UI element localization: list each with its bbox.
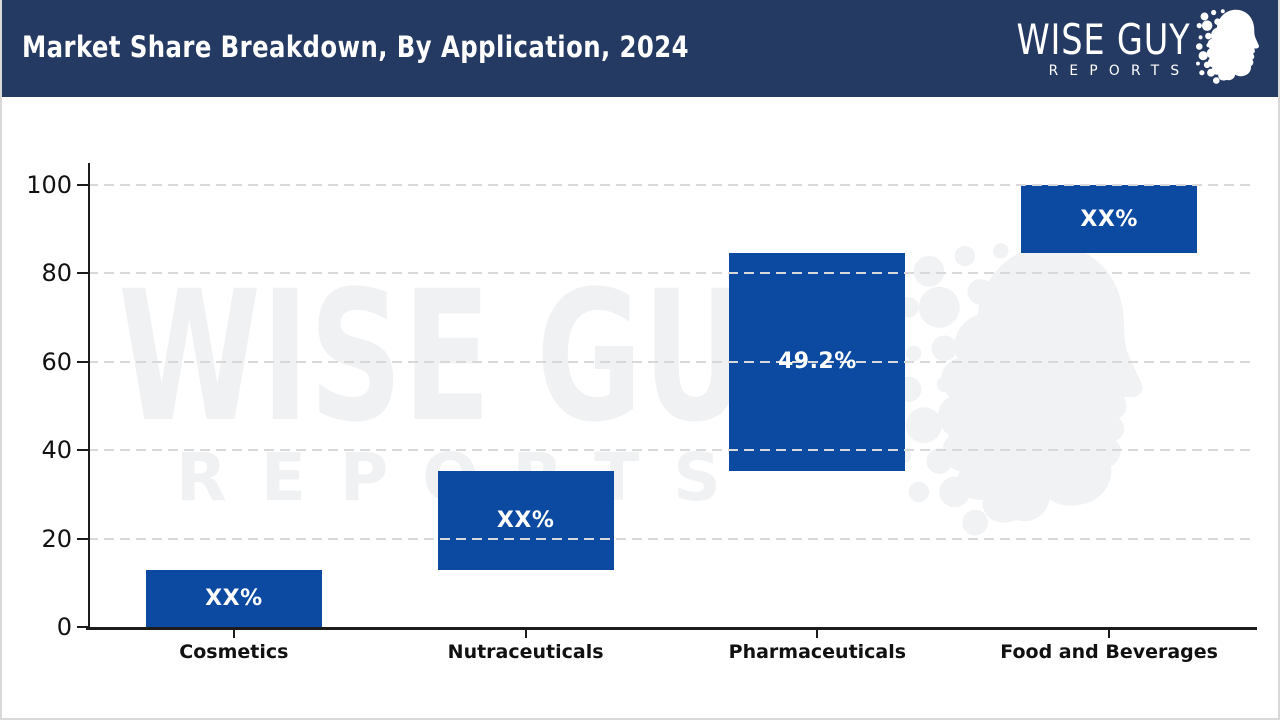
y-tick-label: 100	[26, 171, 72, 199]
watermark-wordmark: WISE GUY	[118, 253, 842, 462]
gridline-y-60	[88, 360, 1255, 363]
bar-cosmetics	[145, 569, 322, 627]
y-tick-mark	[77, 272, 88, 275]
bar-value-label: XX%	[1080, 206, 1138, 232]
y-tick-label: 0	[56, 613, 72, 641]
y-tick-mark	[77, 360, 88, 363]
bar-value-label: XX%	[496, 507, 555, 533]
wiseguy-logo: WISE GUY REPORTS	[973, 6, 1266, 91]
logo-wordmark: WISE GUY	[1016, 15, 1190, 64]
y-tick-mark	[77, 184, 88, 186]
y-tick-label: 40	[41, 436, 72, 465]
x-tick-label: Cosmetics	[179, 641, 289, 663]
y-tick-mark	[77, 626, 88, 628]
bar-value-label: XX%	[205, 585, 263, 611]
y-tick-label: 60	[41, 347, 72, 376]
gridline-y-40	[88, 449, 1255, 452]
y-tick-mark	[77, 449, 88, 452]
gridline-y-20	[88, 537, 1255, 540]
header-bar: Market Share Breakdown, By Application, …	[2, 0, 1278, 97]
x-tick-mark	[816, 630, 819, 638]
bar-nutraceuticals	[437, 470, 614, 570]
x-tick-mark	[1108, 630, 1111, 638]
watermark-head-icon	[895, 243, 1143, 536]
y-tick-label: 80	[41, 259, 72, 288]
logo-subtitle: REPORTS	[1048, 63, 1190, 79]
x-tick-mark	[524, 630, 527, 638]
x-tick-label: Nutraceuticals	[447, 641, 604, 663]
y-tick-mark	[77, 537, 88, 540]
chart-title: Market Share Breakdown, By Application, …	[22, 30, 690, 64]
wiseguy-head-icon	[1196, 9, 1259, 84]
y-tick-label: 20	[41, 524, 72, 553]
x-tick-mark	[232, 630, 235, 638]
x-tick-label: Pharmaceuticals	[728, 641, 907, 663]
y-axis-line	[88, 163, 90, 630]
gridline-y-80	[88, 272, 1255, 275]
logo-text: WISE GUY REPORTS	[973, 15, 1190, 80]
plot-area: WISE GUY REPORTS 020406080100XX%Cosmetic…	[2, 97, 1278, 718]
x-axis-line	[86, 627, 1257, 630]
bar-value-label: 49.2%	[777, 349, 857, 375]
gridline-y-100	[88, 184, 1255, 186]
x-tick-label: Food and Beverages	[1000, 641, 1218, 663]
bar-food-and-beverages	[1021, 185, 1198, 254]
